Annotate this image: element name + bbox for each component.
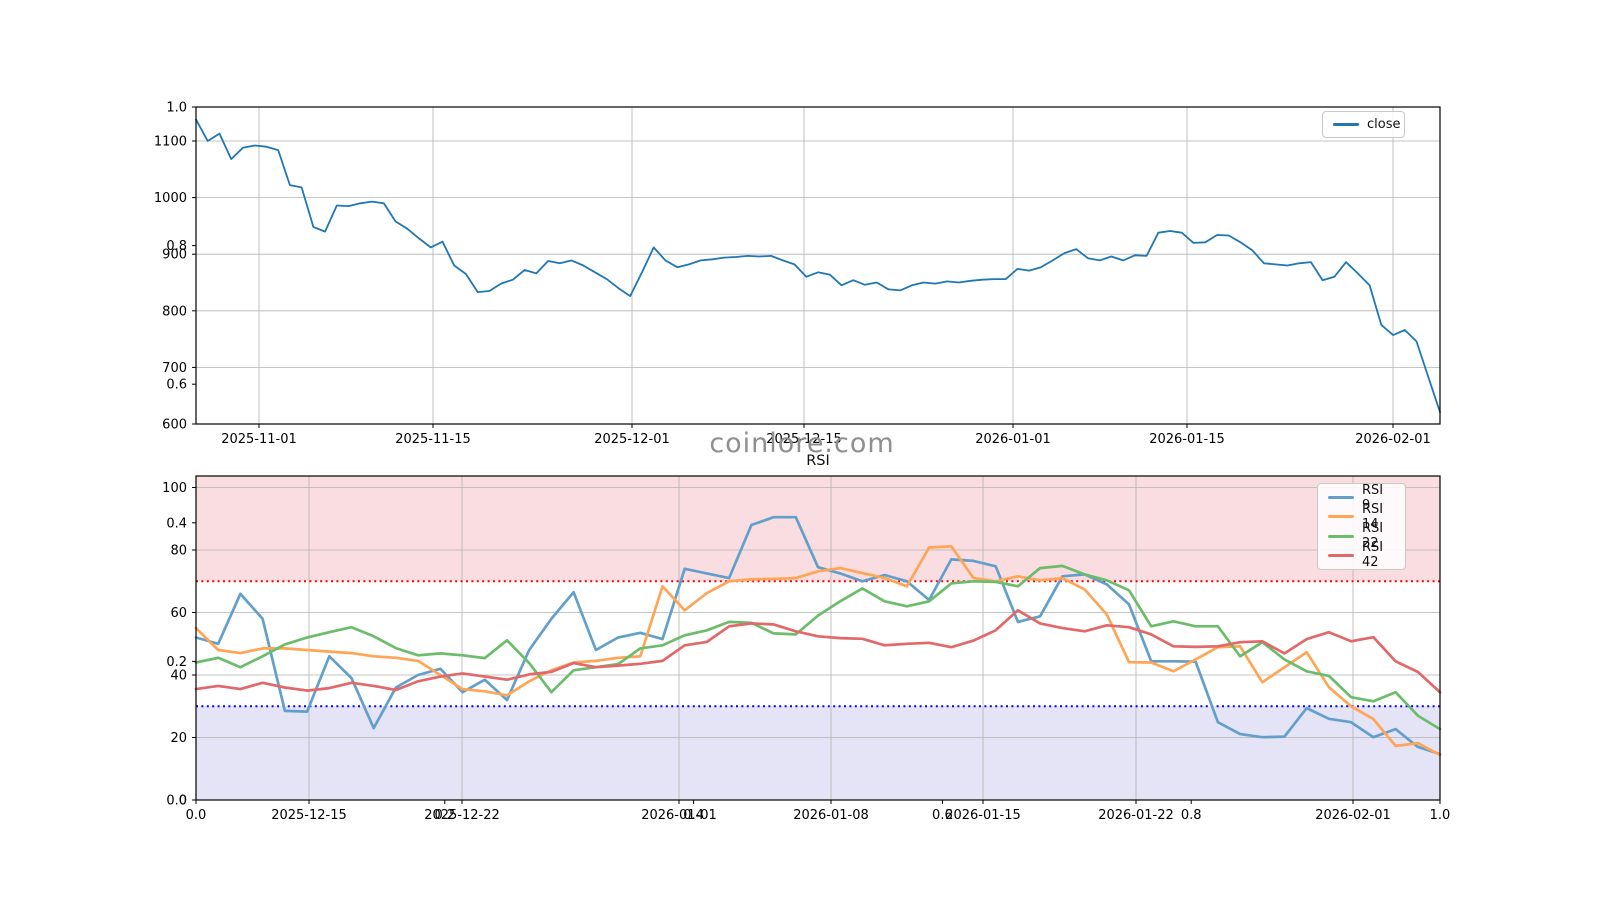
rsi42-line-swatch <box>1328 553 1354 557</box>
legend-label-rsi42: RSI 42 <box>1362 540 1384 571</box>
overlay-y-tick-label: 0.4 <box>166 516 187 531</box>
overlay-x-tick-label: 0.6 <box>932 808 953 823</box>
legend-item-rsi22: RSI 22 <box>1328 521 1395 551</box>
overlay-y-tick-label: 0.8 <box>166 239 187 254</box>
price-chart: 1100 1000 900 800 700 600 2025-11-01 2025-11-15… <box>154 106 1441 447</box>
rsi-chart: 100 80 60 40 20 0 2025-12-15 2025-12-22 2026-01-… <box>162 475 1442 823</box>
price-x-tick-label: 2025-12-15 <box>766 432 842 447</box>
overlay-axis: 1.0 0.8 0.6 0.4 0.2 0.00.0 0.2 0.4 0.6 0.8 1.0 <box>166 101 1450 824</box>
rsi-axes-frame <box>195 475 1441 801</box>
rsi-x-tick-label: 2026-01-08 <box>793 808 869 823</box>
overbought-band <box>196 476 1440 582</box>
rsi-x-tick-label: 2026-01-22 <box>1098 808 1174 823</box>
price-y-tick-label: 900 <box>162 248 187 263</box>
price-y-tick-label: 600 <box>162 418 187 433</box>
rsi-legend: RSI 9 RSI 14 RSI 22 RSI 42 <box>1317 483 1406 570</box>
close-line-swatch <box>1333 123 1359 126</box>
overlay-y-tick-label: 1.0 <box>166 101 187 116</box>
rsi-x-tick-label: 2025-12-15 <box>271 808 347 823</box>
legend-label-rsi14: RSI 14 <box>1362 501 1384 532</box>
rsi-chart-title: RSI <box>806 453 830 469</box>
overlay-y-tick-label: 0.6 <box>166 378 187 393</box>
legend-item-close: close <box>1333 115 1400 134</box>
watermark: coinlore.com <box>709 428 895 459</box>
rsi-y-tick-label: 40 <box>170 669 187 684</box>
price-y-tick-label: 700 <box>162 361 187 376</box>
overlay-x-tick-label: 0.4 <box>683 808 704 823</box>
price-legend: close <box>1322 111 1405 138</box>
rsi-y-tick-label: 80 <box>170 544 187 559</box>
rsi-22-line <box>194 564 1442 731</box>
price-x-tick-label: 2025-12-01 <box>594 432 670 447</box>
price-x-tick-label: 2026-02-01 <box>1355 432 1431 447</box>
rsi-42-line <box>194 608 1442 694</box>
price-axes-frame <box>195 106 1441 425</box>
close-line <box>195 118 1441 414</box>
rsi9-line-swatch <box>1328 496 1354 500</box>
rsi-x-tick-label: 2026-01-01 <box>641 808 717 823</box>
legend-item-rsi14: RSI 14 <box>1328 502 1395 532</box>
price-y-tick-label: 1100 <box>154 135 187 150</box>
rsi-9-line <box>194 515 1442 756</box>
legend-label-close: close <box>1367 117 1401 132</box>
rsi-x-tick-label: 2026-01-15 <box>945 808 1021 823</box>
rsi-y-tick-label: 100 <box>162 481 187 496</box>
legend-label-rsi22: RSI 22 <box>1362 521 1384 552</box>
oversold-band <box>196 706 1440 800</box>
rsi22-line-swatch <box>1328 534 1354 538</box>
price-x-tick-label: 2026-01-15 <box>1149 432 1225 447</box>
overlay-y-tick-label: 0.0 <box>166 794 187 809</box>
price-x-tick-label: 2026-01-01 <box>975 432 1051 447</box>
rsi-x-tick-label: 2025-12-22 <box>424 808 500 823</box>
price-x-tick-label: 2025-11-15 <box>395 432 471 447</box>
rsi14-line-swatch <box>1328 515 1354 519</box>
overlay-y-tick-label: 0.2 <box>166 655 187 670</box>
price-y-tick-label: 1000 <box>154 191 187 206</box>
legend-item-rsi9: RSI 9 <box>1328 483 1395 513</box>
rsi-y-tick-label: 0 <box>179 794 187 809</box>
legend-label-rsi9: RSI 9 <box>1362 482 1384 513</box>
overlay-x-tick-label: 0.0 <box>186 808 207 823</box>
rsi-x-tick-label: 2026-02-01 <box>1315 808 1391 823</box>
legend-item-rsi42: RSI 42 <box>1328 540 1395 570</box>
overlay-x-tick-label: 0.8 <box>1181 808 1202 823</box>
price-y-tick-label: 800 <box>162 304 187 319</box>
overlay-x-tick-label: 0.2 <box>434 808 455 823</box>
price-x-tick-label: 2025-11-01 <box>221 432 297 447</box>
overlay-x-tick-label: 1.0 <box>1430 808 1451 823</box>
rsi-y-tick-label: 60 <box>170 606 187 621</box>
rsi-y-tick-label: 20 <box>170 731 187 746</box>
